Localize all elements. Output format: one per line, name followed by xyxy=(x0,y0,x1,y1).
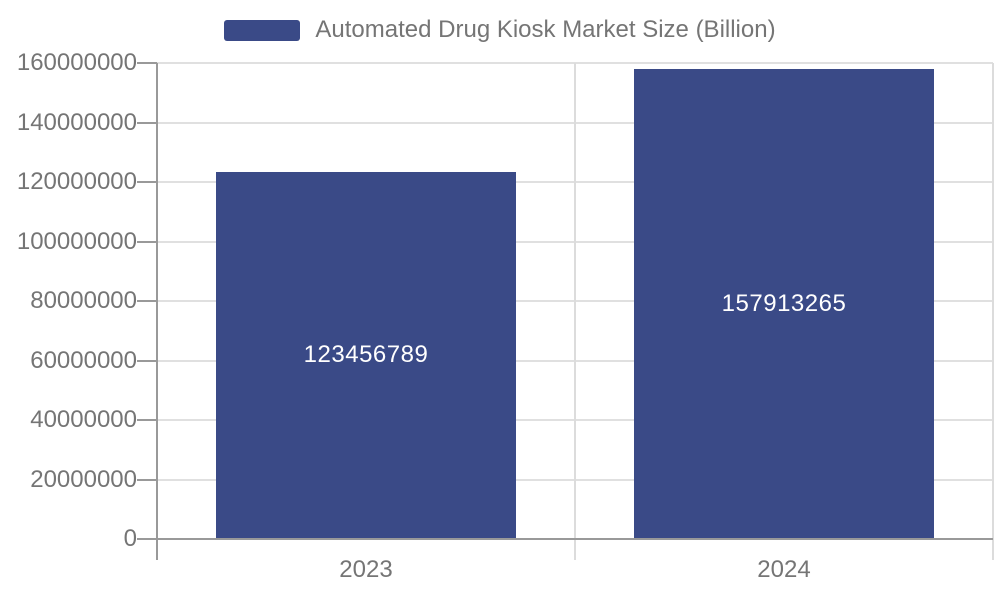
bar-2024[interactable]: 157913265 xyxy=(633,69,935,539)
y-tick-mark xyxy=(137,419,157,421)
y-tick-label: 100000000 xyxy=(16,227,137,255)
y-tick-label: 160000000 xyxy=(16,49,137,76)
y-tick-label: 40000000 xyxy=(30,406,137,433)
y-tick-mark xyxy=(137,121,157,124)
legend-label: Automated Drug Kiosk Market Size (Billio… xyxy=(315,16,776,43)
x-tick-label-2024: 2024 xyxy=(757,556,811,583)
y-tick-mark xyxy=(137,62,157,64)
y-tick-label: 20000000 xyxy=(30,465,137,493)
y-tick-mark xyxy=(137,478,157,481)
x-tick-label-2023: 2023 xyxy=(339,556,393,583)
y-tick-label: 60000000 xyxy=(30,346,137,374)
legend-swatch-icon xyxy=(224,19,301,41)
y-tick-mark xyxy=(137,240,157,243)
plot-area: 123456789 157913265 xyxy=(157,62,993,539)
y-tick-mark xyxy=(137,181,157,183)
category-boundary-line xyxy=(992,63,994,560)
bar-2023[interactable]: 123456789 xyxy=(215,171,517,539)
bar-value-label: 123456789 xyxy=(303,341,429,369)
y-axis-line xyxy=(156,63,158,560)
category-boundary-line xyxy=(574,63,576,560)
x-axis-line xyxy=(137,538,993,540)
y-tick-label: 140000000 xyxy=(16,108,137,136)
y-tick-label: 80000000 xyxy=(30,287,137,314)
y-tick-mark xyxy=(137,359,157,362)
legend[interactable]: Automated Drug Kiosk Market Size (Billio… xyxy=(0,16,1000,44)
y-tick-mark xyxy=(137,300,157,302)
bar-value-label: 157913265 xyxy=(721,290,847,318)
y-tick-label: 0 xyxy=(123,525,137,552)
y-tick-label: 120000000 xyxy=(16,168,137,195)
